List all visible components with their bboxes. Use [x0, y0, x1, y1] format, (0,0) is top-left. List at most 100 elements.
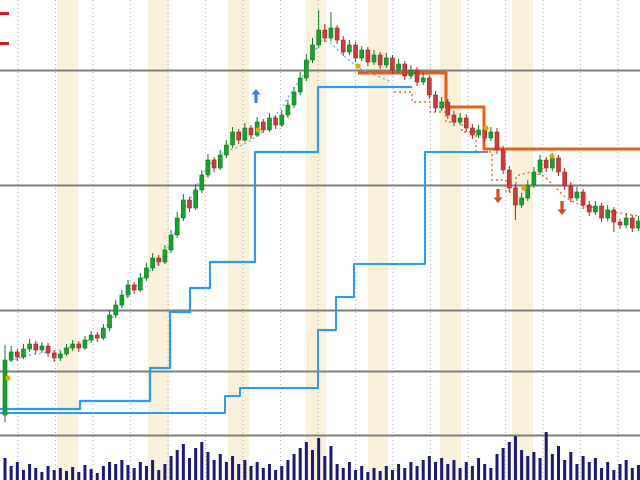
candle	[162, 249, 168, 263]
candle	[125, 284, 131, 296]
candle	[347, 44, 352, 53]
volume-bar	[255, 462, 259, 480]
volume-bar	[452, 460, 456, 480]
candle	[506, 169, 512, 189]
candle	[500, 149, 506, 171]
volume-bar	[218, 454, 222, 480]
volume-bar	[458, 468, 462, 480]
volume-bar	[569, 452, 573, 480]
candle	[119, 294, 125, 306]
volume-bar	[323, 456, 327, 480]
candle	[88, 334, 94, 341]
volume-bar	[298, 448, 302, 480]
candle	[205, 159, 211, 176]
volume-bar	[600, 468, 604, 480]
candle	[420, 77, 426, 83]
candle	[168, 234, 174, 251]
volume-bar	[120, 460, 124, 480]
candle	[340, 39, 346, 53]
volume-bar	[378, 471, 382, 480]
trailing-stop-blue-slow-line	[0, 151, 488, 414]
down-arrow-icon	[557, 201, 567, 215]
candle	[605, 209, 611, 219]
volume-bar	[267, 464, 271, 480]
volume-bar	[409, 462, 413, 480]
session-band	[148, 0, 169, 480]
trailing-stop-orange-line	[358, 71, 640, 151]
candle	[365, 49, 371, 63]
volume-bar	[126, 465, 130, 480]
volume-bar	[34, 468, 38, 480]
volume-bar	[144, 466, 148, 480]
candle	[402, 63, 408, 77]
candle	[383, 57, 389, 66]
volume-bar	[280, 466, 284, 480]
candle	[623, 217, 629, 226]
candle	[328, 27, 334, 39]
candle	[396, 63, 401, 71]
candle	[519, 197, 524, 206]
volume-bar	[9, 466, 13, 480]
candle	[260, 121, 266, 131]
candle	[451, 114, 457, 123]
candle	[439, 101, 444, 109]
volume-bar	[347, 462, 351, 480]
trailing-stop-blue-fast-line	[0, 85, 412, 411]
candle	[101, 327, 106, 339]
candle	[131, 284, 137, 291]
volume-bar	[243, 460, 247, 480]
volume-bar	[495, 454, 499, 480]
orange-dotted-tracker-line	[394, 91, 639, 217]
volume-bar	[483, 464, 487, 480]
candle	[70, 343, 75, 349]
candle	[377, 54, 383, 66]
volume-bar	[224, 462, 228, 480]
candle	[476, 129, 481, 136]
candle	[2, 359, 8, 416]
volume-bar	[200, 442, 204, 480]
volume-bar	[181, 444, 185, 480]
volume-bar	[520, 450, 524, 480]
candle	[482, 129, 488, 139]
volume-bar	[274, 470, 278, 480]
candle	[525, 184, 531, 199]
volume-bar	[231, 456, 235, 480]
candle	[217, 154, 223, 169]
volume-bar	[71, 467, 75, 480]
candle	[353, 44, 358, 59]
candle	[310, 44, 315, 61]
signal-dot	[521, 185, 527, 191]
candle	[144, 267, 149, 279]
candle	[242, 127, 248, 141]
candle	[248, 127, 254, 136]
candle	[445, 101, 451, 116]
volume-bar	[532, 452, 536, 480]
candle	[599, 205, 604, 219]
candle	[94, 334, 100, 339]
volume-bar	[630, 468, 634, 480]
candle	[463, 117, 469, 129]
volume-bar	[477, 458, 481, 480]
signal-dot	[355, 63, 361, 69]
volume-bar	[434, 462, 437, 480]
candle	[51, 352, 57, 359]
volume-bar	[188, 458, 191, 480]
candle	[39, 345, 45, 351]
candle	[371, 54, 377, 63]
candle	[45, 345, 51, 354]
candle	[580, 191, 586, 206]
candle	[64, 347, 69, 355]
volume-bar	[329, 446, 333, 480]
candle	[629, 217, 635, 229]
candle	[27, 343, 32, 350]
volume-bar	[624, 460, 628, 480]
candle	[513, 187, 518, 206]
candle	[82, 339, 88, 349]
session-band	[306, 0, 326, 480]
candle	[537, 159, 543, 173]
candle	[199, 174, 205, 191]
volume-bar	[538, 458, 542, 480]
volume-bar	[427, 456, 431, 480]
